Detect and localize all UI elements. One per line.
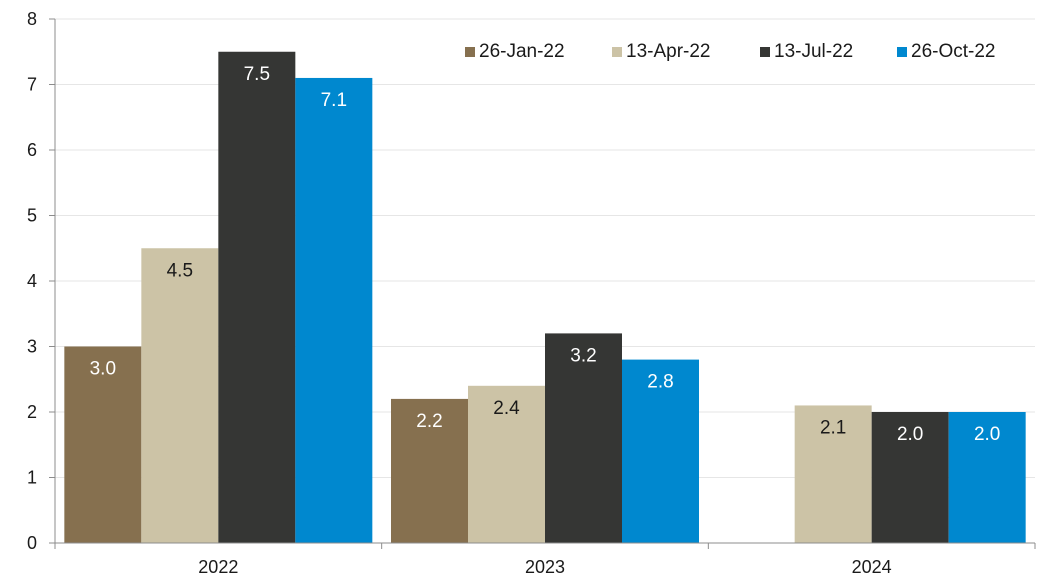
y-tick-label: 4 xyxy=(27,271,37,291)
legend-swatch xyxy=(465,47,475,57)
y-tick-label: 1 xyxy=(27,468,37,488)
bar xyxy=(295,77,373,543)
data-label: 3.0 xyxy=(90,359,116,380)
bar xyxy=(218,51,296,543)
y-tick-label: 0 xyxy=(27,533,37,553)
bar xyxy=(948,412,1026,543)
data-label: 2.2 xyxy=(416,411,442,432)
bar xyxy=(871,412,949,543)
bar xyxy=(468,385,545,543)
bar xyxy=(622,359,699,543)
x-tick-label: 2023 xyxy=(525,557,565,577)
data-label: 4.5 xyxy=(167,260,193,281)
x-tick-label: 2022 xyxy=(198,557,238,577)
data-label: 7.1 xyxy=(321,90,347,111)
data-label: 2.0 xyxy=(974,424,1000,445)
bar xyxy=(794,405,872,543)
legend-swatch xyxy=(897,47,907,57)
legend-label: 26-Jan-22 xyxy=(479,41,565,62)
bar xyxy=(545,333,622,543)
y-tick-label: 2 xyxy=(27,402,37,422)
legend-label: 13-Jul-22 xyxy=(774,41,853,62)
bar xyxy=(64,346,142,543)
data-labels: 3.0 4.5 7.5 7.1 2.2 2.4 3.2 2.8 2.1 2.0 2.0 xyxy=(90,64,1001,445)
y-tick-label: 8 xyxy=(27,9,37,29)
y-tick-label: 3 xyxy=(27,337,37,357)
axes: 0 1 2 3 4 5 6 7 8 2022 2023 2024 xyxy=(27,9,1036,577)
y-tick-label: 5 xyxy=(27,206,37,226)
legend: 26-Jan-22 13-Apr-22 13-Jul-22 26-Oct-22 xyxy=(465,41,995,62)
bar xyxy=(141,248,219,543)
y-tick-label: 7 xyxy=(27,75,37,95)
data-label: 7.5 xyxy=(244,64,270,85)
legend-label: 26-Oct-22 xyxy=(911,41,995,62)
legend-label: 13-Apr-22 xyxy=(626,41,711,62)
bar xyxy=(391,398,468,543)
y-tick-label: 6 xyxy=(27,140,37,160)
data-label: 3.2 xyxy=(570,345,596,366)
data-label: 2.4 xyxy=(493,398,520,419)
data-label: 2.0 xyxy=(897,424,923,445)
data-label: 2.1 xyxy=(820,417,846,438)
legend-swatch xyxy=(760,47,770,57)
legend-swatch xyxy=(612,47,622,57)
bars xyxy=(64,51,1026,543)
data-label: 2.8 xyxy=(647,372,673,393)
x-tick-label: 2024 xyxy=(852,557,892,577)
